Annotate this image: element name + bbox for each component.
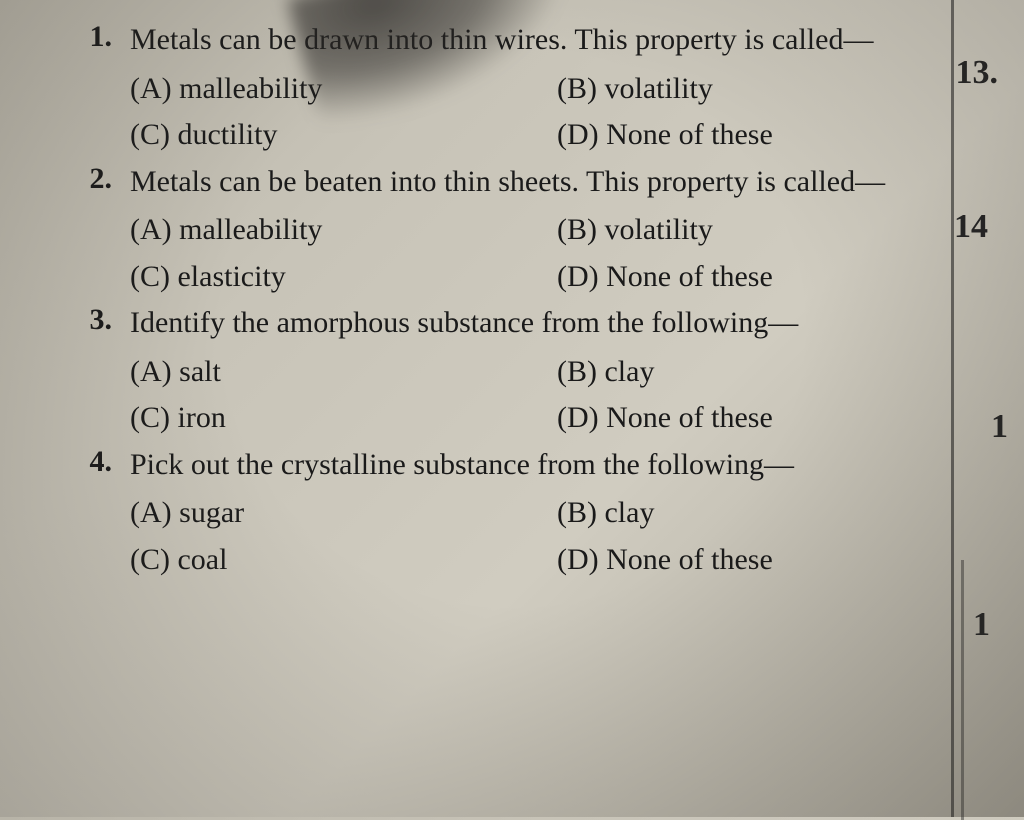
option-c: (C) iron	[130, 398, 537, 439]
question-number: 2.	[80, 162, 130, 298]
question-2: 2. Metals can be beaten into thin sheets…	[80, 162, 964, 298]
option-a: (A) salt	[130, 352, 537, 393]
option-b: (B) volatility	[557, 69, 964, 110]
question-options: (A) malleability (B) volatility (C) elas…	[130, 210, 964, 297]
option-a: (A) malleability	[130, 69, 537, 110]
option-b: (B) clay	[557, 493, 964, 534]
question-number: 4.	[80, 445, 130, 581]
question-body: Metals can be drawn into thin wires. Thi…	[130, 20, 964, 156]
question-options: (A) sugar (B) clay (C) coal (D) None of …	[130, 493, 964, 580]
question-body: Metals can be beaten into thin sheets. T…	[130, 162, 964, 298]
option-a: (A) malleability	[130, 210, 537, 251]
question-body: Identify the amorphous substance from th…	[130, 303, 964, 439]
option-d: (D) None of these	[557, 257, 964, 298]
question-text: Pick out the crystalline substance from …	[130, 445, 964, 486]
option-d: (D) None of these	[557, 398, 964, 439]
option-c: (C) elasticity	[130, 257, 537, 298]
option-d: (D) None of these	[557, 540, 964, 581]
page-content: 1. Metals can be drawn into thin wires. …	[0, 0, 1024, 817]
option-b: (B) volatility	[557, 210, 964, 251]
question-options: (A) malleability (B) volatility (C) duct…	[130, 69, 964, 156]
question-1: 1. Metals can be drawn into thin wires. …	[80, 20, 964, 156]
question-body: Pick out the crystalline substance from …	[130, 445, 964, 581]
question-number: 1.	[80, 20, 130, 156]
question-text: Metals can be drawn into thin wires. Thi…	[130, 20, 964, 61]
question-3: 3. Identify the amorphous substance from…	[80, 303, 964, 439]
option-d: (D) None of these	[557, 115, 964, 156]
question-4: 4. Pick out the crystalline substance fr…	[80, 445, 964, 581]
option-c: (C) ductility	[130, 115, 537, 156]
option-b: (B) clay	[557, 352, 964, 393]
option-c: (C) coal	[130, 540, 537, 581]
question-number: 3.	[80, 303, 130, 439]
question-text: Metals can be beaten into thin sheets. T…	[130, 162, 964, 203]
question-text: Identify the amorphous substance from th…	[130, 303, 964, 344]
question-options: (A) salt (B) clay (C) iron (D) None of t…	[130, 352, 964, 439]
option-a: (A) sugar	[130, 493, 537, 534]
